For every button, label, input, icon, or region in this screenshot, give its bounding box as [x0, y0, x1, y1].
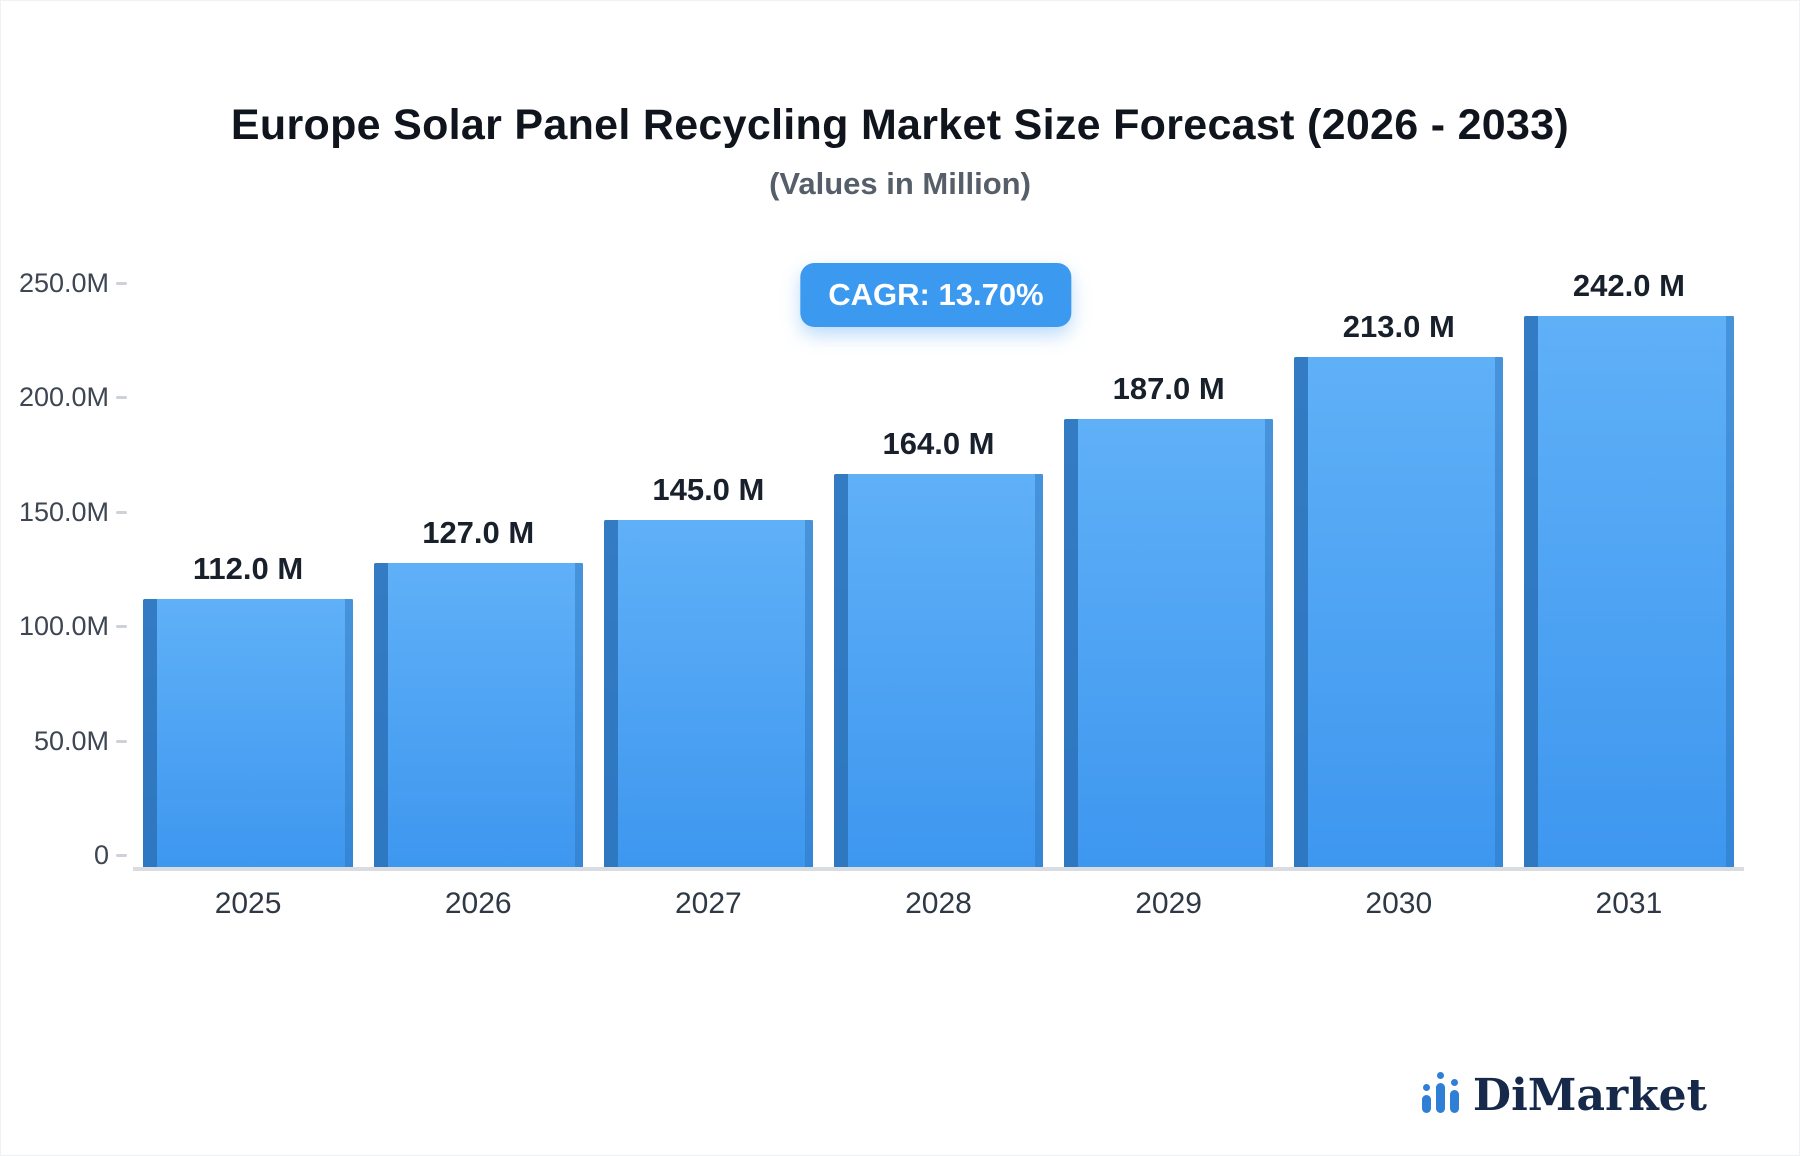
x-tick-label: 2026 [444, 887, 512, 920]
y-axis: 250.0M 200.0M 150.0M 100.0M 50.0M 0 [19, 268, 133, 871]
x-axis-labels: 2025 2026 2027 2028 2029 2030 2031 [133, 887, 1744, 921]
y-tick-mark [116, 739, 127, 743]
bars-container: 112.0 M 127.0 M 145.0 M 164.0 M 187.0 M 213.0… [133, 268, 1744, 868]
y-tick-mark [116, 625, 127, 629]
y-tick: 150.0M [19, 497, 127, 528]
x-tick-label: 2029 [1135, 887, 1202, 920]
bar-slot: 242.0 M [1514, 268, 1744, 867]
chart-subtitle: (Values in Million) [769, 166, 1031, 201]
y-tick: 200.0M [19, 382, 127, 413]
y-tick-mark [116, 396, 127, 400]
bar [1524, 316, 1735, 867]
y-tick-label: 150.0M [18, 496, 109, 527]
y-tick: 0 [94, 840, 127, 871]
plot-area: 112.0 M 127.0 M 145.0 M 164.0 M 187.0 M 213.0… [133, 268, 1744, 871]
x-tick-label: 2025 [214, 887, 282, 920]
chart-title: Europe Solar Panel Recycling Market Size… [230, 101, 1570, 149]
bar-slot: 187.0 M [1054, 268, 1284, 868]
y-tick-mark [116, 853, 127, 857]
y-tick-label: 200.0M [18, 382, 109, 413]
x-tick-label: 2027 [674, 887, 742, 920]
y-tick: 100.0M [19, 611, 127, 642]
x-axis: 2025 2026 2027 2028 2029 2030 2031 [21, 887, 1744, 921]
bar-value-label: 145.0 M [652, 471, 765, 507]
bar [603, 519, 814, 868]
chart-area: 250.0M 200.0M 150.0M 100.0M 50.0M 0 112.0 M 12… [1, 268, 1799, 921]
bar-value-label: 242.0 M [1572, 268, 1685, 303]
y-tick-mark [116, 510, 127, 514]
cagr-badge: CAGR: 13.70% [800, 263, 1072, 327]
y-tick-mark [116, 282, 127, 285]
y-tick-label: 0 [93, 839, 109, 870]
bar-slot: 127.0 M [363, 268, 593, 868]
bar [833, 474, 1044, 867]
bar-slot: 213.0 M [1284, 268, 1514, 868]
y-tick-label: 100.0M [18, 611, 109, 642]
y-tick-label: 50.0M [33, 725, 109, 756]
bar-value-label: 127.0 M [422, 514, 535, 550]
bar-value-label: 213.0 M [1342, 308, 1455, 344]
x-tick-label: 2031 [1595, 887, 1663, 920]
bar-value-label: 164.0 M [882, 426, 995, 462]
bar [143, 598, 354, 868]
bar-value-label: 112.0 M [192, 550, 304, 586]
bar [1294, 356, 1504, 868]
y-tick: 50.0M [34, 726, 127, 757]
dimarket-logo-icon [1421, 1072, 1459, 1121]
bar-slot: 164.0 M [823, 268, 1053, 867]
dimarket-logo: DiMarket [1421, 1070, 1707, 1121]
bar [373, 562, 584, 868]
bar [1063, 418, 1274, 868]
y-tick-label: 250.0M [18, 268, 109, 298]
bar-slot: 145.0 M [593, 268, 823, 868]
dimarket-logo-text: DiMarket [1472, 1070, 1707, 1121]
bar-value-label: 187.0 M [1112, 370, 1225, 406]
y-tick: 250.0M [19, 268, 127, 299]
x-tick-label: 2030 [1365, 887, 1433, 920]
bar-slot: 112.0 M [133, 268, 363, 868]
x-tick-label: 2028 [905, 887, 972, 920]
